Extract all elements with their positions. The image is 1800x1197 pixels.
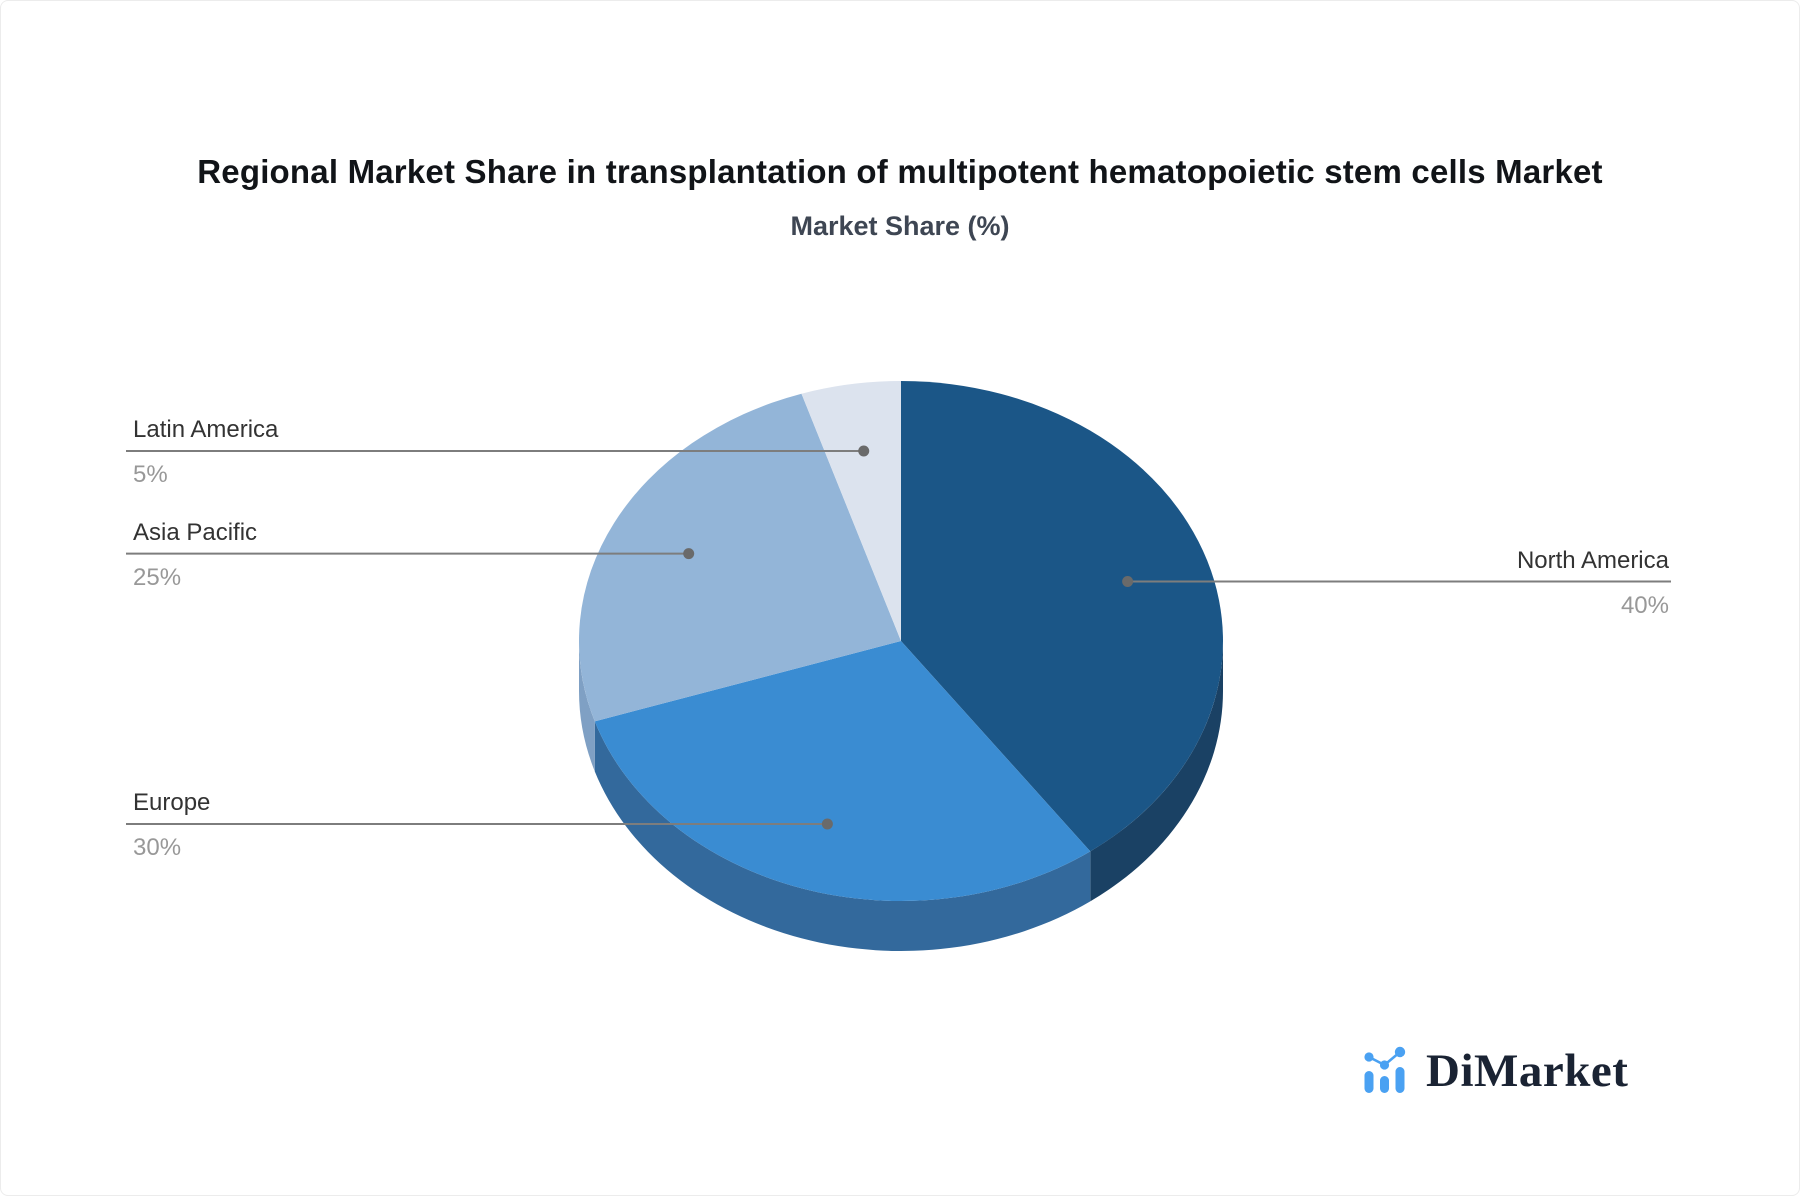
brand-name: DiMarket (1426, 1045, 1629, 1097)
slice-value-europe: 30% (133, 833, 182, 861)
pie-slice-side-europe (594, 721, 1091, 951)
slice-label-asia-pacific: Asia Pacific (133, 518, 258, 546)
pie-slice-north-america[interactable] (901, 381, 1223, 852)
pie-slice-side-north-america (1090, 641, 1223, 902)
slice-value-asia-pacific: 25% (133, 563, 182, 591)
pie-slice-europe[interactable] (594, 641, 1091, 901)
pie-slice-latin-america[interactable] (801, 381, 901, 641)
brand-logo: DiMarket (1361, 1043, 1628, 1099)
slice-value-latin-america: 5% (133, 460, 168, 488)
chart-subtitle: Market Share (%) (790, 211, 1010, 242)
slice-label-latin-america: Latin America (133, 415, 279, 443)
leader-dot-asia-pacific (683, 548, 695, 560)
pie-slice-side-asia-pacific (579, 641, 595, 772)
chart-title: Regional Market Share in transplantation… (197, 153, 1603, 191)
leader-dot-europe (821, 818, 833, 830)
slice-label-europe: Europe (133, 788, 211, 816)
pie-slice-asia-pacific[interactable] (579, 393, 901, 722)
slice-value-north-america: 40% (1620, 591, 1669, 619)
brand-chart-icon (1364, 1046, 1406, 1093)
leader-dot-north-america (1122, 576, 1134, 588)
slice-label-north-america: North America (1516, 546, 1669, 574)
leader-dot-latin-america (858, 445, 870, 457)
